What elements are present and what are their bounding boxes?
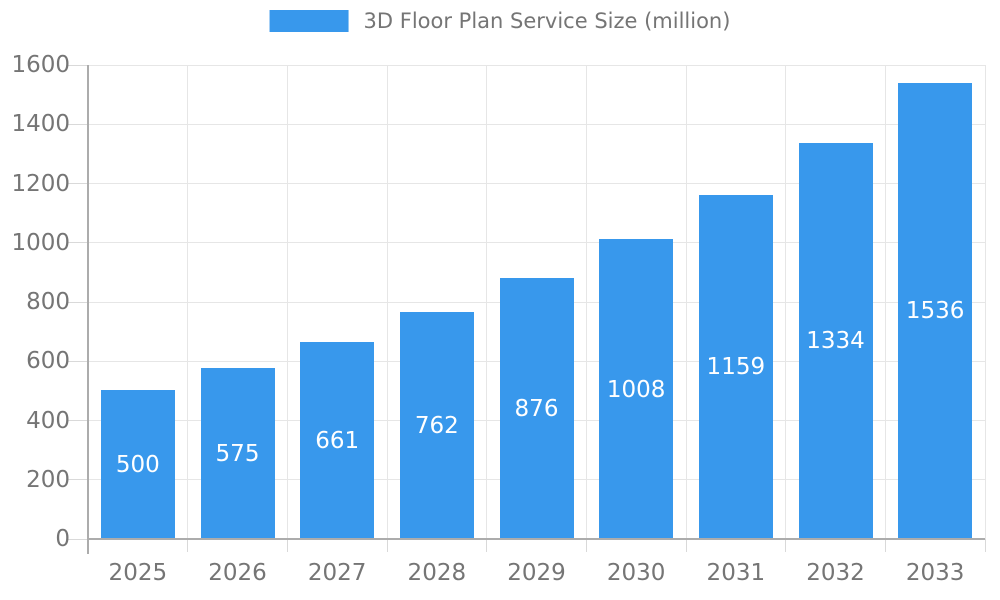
- bar-value-label: 876: [514, 396, 559, 423]
- y-axis-tick: [68, 301, 88, 303]
- gridline-vertical: [685, 65, 687, 539]
- bar: [898, 82, 973, 538]
- y-tick-label: 1000: [11, 229, 70, 256]
- y-axis-tick: [68, 538, 88, 540]
- bar: [698, 194, 773, 538]
- x-tick-label: 2030: [606, 560, 666, 586]
- y-axis-line: [87, 65, 89, 554]
- gridline-vertical: [884, 65, 886, 539]
- gridline-vertical: [785, 65, 787, 539]
- x-tick-label: 2028: [407, 560, 467, 586]
- x-axis-tick: [286, 539, 288, 552]
- y-tick-label: 0: [55, 526, 70, 552]
- y-tick-label: 1200: [11, 170, 70, 197]
- x-axis-tick: [187, 539, 189, 552]
- bar-value-label: 1334: [806, 328, 865, 355]
- gridline-vertical: [286, 65, 288, 539]
- gridline-vertical: [486, 65, 488, 539]
- gridline-vertical: [386, 65, 388, 539]
- x-axis-tick: [685, 539, 687, 552]
- x-axis-tick: [585, 539, 587, 552]
- y-tick-label: 600: [26, 348, 70, 375]
- gridline-vertical: [585, 65, 587, 539]
- y-tick-label: 800: [26, 289, 70, 315]
- y-tick-label: 400: [26, 407, 70, 434]
- y-axis-tick: [68, 360, 88, 362]
- y-axis-tick: [68, 242, 88, 244]
- gridline-vertical: [187, 65, 189, 539]
- x-tick-label: 2032: [806, 560, 865, 586]
- x-tick-label: 2026: [208, 560, 267, 586]
- x-axis-tick: [785, 539, 787, 552]
- bar-value-label: 661: [315, 428, 360, 455]
- legend-label: 3D Floor Plan Service Size (million): [363, 9, 731, 33]
- legend: 3D Floor Plan Service Size (million): [269, 9, 731, 33]
- gridline-horizontal: [88, 64, 985, 66]
- x-tick-label: 2031: [706, 560, 766, 586]
- x-axis-line: [87, 538, 985, 540]
- y-tick-label: 1400: [11, 111, 70, 138]
- y-axis-tick: [68, 183, 88, 184]
- x-axis-tick: [386, 539, 388, 552]
- bar-value-label: 1159: [706, 354, 766, 381]
- x-axis-tick: [984, 539, 986, 552]
- y-axis-tick: [68, 420, 88, 421]
- bar-value-label: 1008: [606, 376, 666, 403]
- x-axis-tick: [486, 539, 488, 552]
- y-axis-tick: [68, 123, 88, 125]
- y-tick-label: 1600: [11, 52, 70, 78]
- bar: [499, 278, 574, 538]
- x-tick-label: 2029: [507, 560, 566, 586]
- y-tick-label: 200: [26, 466, 70, 493]
- bar-value-label: 1536: [905, 298, 965, 325]
- bar: [200, 367, 275, 538]
- bar-value-label: 500: [115, 451, 160, 478]
- gridline-horizontal: [88, 183, 985, 184]
- y-axis-tick: [68, 479, 88, 481]
- y-axis-tick: [68, 64, 88, 66]
- gridline-vertical: [984, 65, 986, 539]
- x-tick-label: 2033: [905, 560, 965, 586]
- bar: [798, 142, 873, 538]
- gridline-horizontal: [88, 123, 985, 125]
- bar: [300, 342, 375, 538]
- bar-value-label: 575: [215, 440, 260, 467]
- bar: [100, 389, 175, 538]
- gridline-horizontal: [88, 242, 985, 244]
- bar: [599, 239, 674, 538]
- x-tick-label: 2027: [307, 560, 367, 586]
- legend-swatch: [269, 10, 349, 32]
- bar: [399, 312, 474, 538]
- x-axis-tick: [884, 539, 886, 552]
- bar-value-label: 762: [414, 413, 459, 440]
- x-tick-label: 2025: [108, 560, 168, 586]
